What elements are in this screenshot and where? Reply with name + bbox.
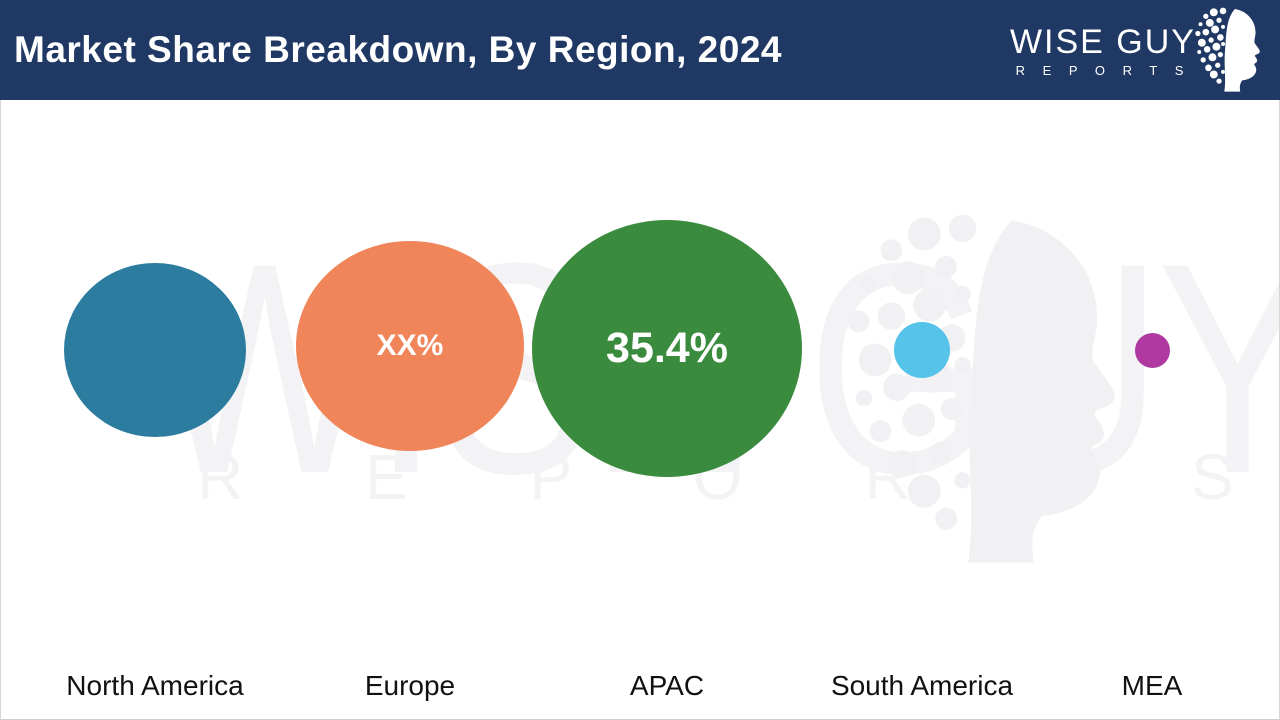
chart-area: WISE GUY R E P O R T S XX% 35.4% North A… xyxy=(0,100,1280,720)
region-label-north-america: North America xyxy=(66,670,244,701)
brand-name: WISE GUY xyxy=(1009,22,1196,61)
brand-text: WISE GUY R E P O R T S xyxy=(1010,23,1196,78)
bubble-mea xyxy=(1135,333,1170,368)
region-label-south-america: South America xyxy=(830,670,1014,701)
bubble-value-apac: 35.4% xyxy=(606,324,728,372)
bubble-apac: 35.4% xyxy=(532,220,802,477)
region-label-mea: MEA xyxy=(1121,670,1183,701)
page-title: Market Share Breakdown, By Region, 2024 xyxy=(14,29,782,70)
bubble-north-america xyxy=(64,263,246,437)
brand-head-icon xyxy=(1195,7,1260,92)
region-label-europe: Europe xyxy=(364,670,456,701)
watermark-head-icon xyxy=(847,214,1115,563)
bubble-europe: XX% xyxy=(296,241,524,451)
brand-logo: WISE GUY R E P O R T S xyxy=(1010,7,1264,93)
brand-subtitle: R E P O R T S xyxy=(1015,62,1191,78)
app-header: Market Share Breakdown, By Region, 2024 … xyxy=(0,0,1280,100)
bubble-south-america xyxy=(894,322,950,378)
region-label-apac: APAC xyxy=(629,670,705,701)
bubble-value-europe: XX% xyxy=(376,329,444,362)
